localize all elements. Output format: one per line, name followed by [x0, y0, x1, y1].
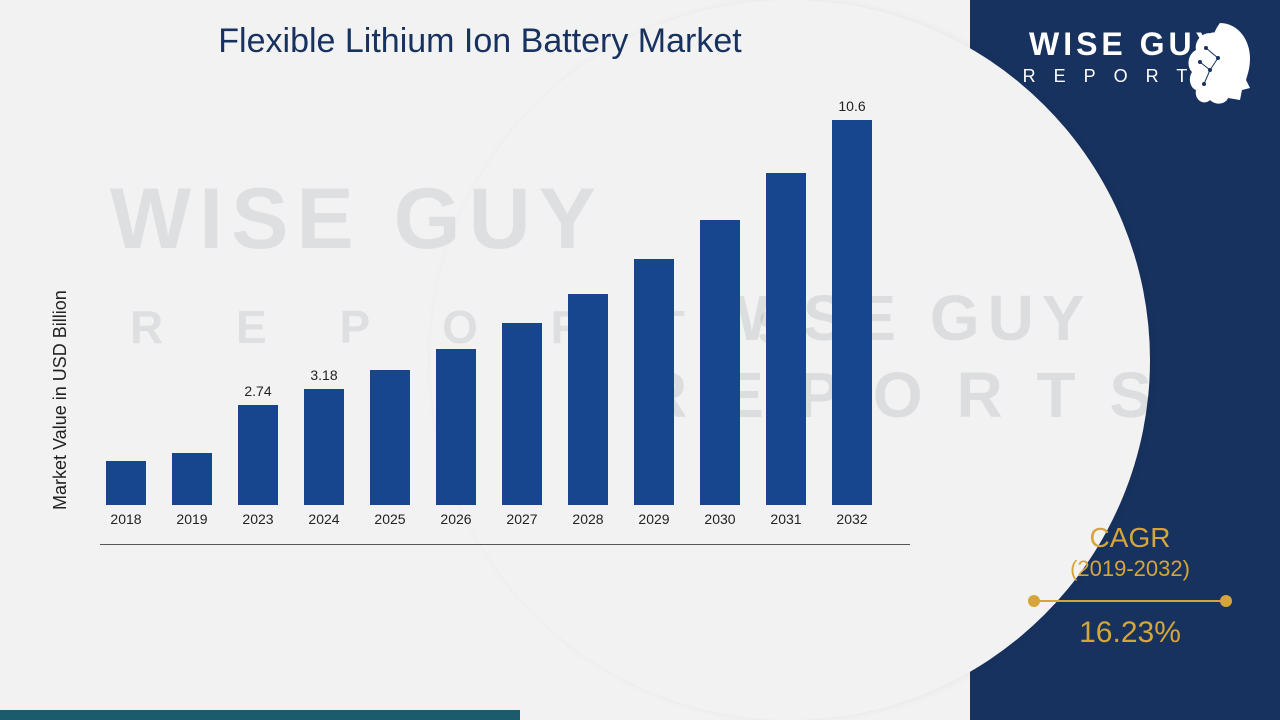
x-tick-label: 2027 — [492, 511, 552, 527]
chart-title: Flexible Lithium Ion Battery Market — [0, 22, 960, 61]
bar: 2026 — [436, 349, 476, 505]
y-axis-label-wrap: Market Value in USD Billion — [50, 140, 70, 540]
bar: 20243.18 — [304, 389, 344, 505]
brand-logo: WISE GUY REPORTS — [1000, 28, 1250, 87]
x-tick-label: 2025 — [360, 511, 420, 527]
bar-value-label: 2.74 — [228, 383, 288, 399]
x-tick-label: 2024 — [294, 511, 354, 527]
x-tick-label: 2019 — [162, 511, 222, 527]
bar-value-label: 3.18 — [294, 367, 354, 383]
bar: 2028 — [568, 294, 608, 505]
cagr-label: CAGR — [1010, 522, 1250, 554]
bar: 2029 — [634, 259, 674, 505]
y-axis-label: Market Value in USD Billion — [50, 290, 71, 510]
cagr-block: CAGR (2019-2032) 16.23% — [1010, 522, 1250, 650]
cagr-value: 16.23% — [1010, 616, 1250, 650]
bar-value-label: 10.6 — [822, 98, 882, 114]
bar: 20232.74 — [238, 405, 278, 505]
x-tick-label: 2029 — [624, 511, 684, 527]
x-tick-label: 2030 — [690, 511, 750, 527]
bar: 203210.6 — [832, 120, 872, 505]
plot-area: 2018201920232.7420243.182025202620272028… — [100, 145, 910, 545]
bar-chart: 2018201920232.7420243.182025202620272028… — [70, 145, 910, 585]
bottom-strip — [0, 710, 520, 720]
cagr-period: (2019-2032) — [1010, 556, 1250, 582]
x-tick-label: 2032 — [822, 511, 882, 527]
bar: 2019 — [172, 453, 212, 505]
x-tick-label: 2031 — [756, 511, 816, 527]
x-tick-label: 2023 — [228, 511, 288, 527]
bar: 2027 — [502, 323, 542, 505]
bar: 2025 — [370, 370, 410, 505]
bar: 2018 — [106, 461, 146, 505]
cagr-divider — [1030, 600, 1230, 602]
x-tick-label: 2026 — [426, 511, 486, 527]
x-tick-label: 2018 — [96, 511, 156, 527]
head-icon — [1180, 18, 1260, 108]
x-tick-label: 2028 — [558, 511, 618, 527]
stage: WISE GUY R E P O R T S WISE GUYR E P O R… — [0, 0, 1280, 720]
bar: 2031 — [766, 173, 806, 505]
bar: 2030 — [700, 220, 740, 505]
